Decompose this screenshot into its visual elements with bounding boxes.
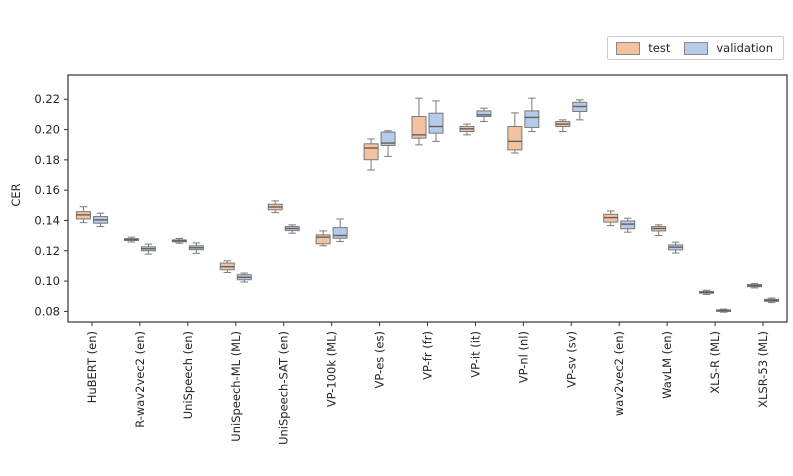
legend-entry-validation: validation [684, 41, 773, 55]
y-axis-label: CER [9, 183, 23, 207]
legend-entry-test: test [616, 41, 670, 55]
x-tick-label: XLS-R (ML) [708, 331, 722, 394]
box-test [315, 234, 331, 245]
legend-label-test: test [648, 41, 671, 55]
box-validation [332, 227, 348, 239]
x-tick-label: VP-100k (ML) [325, 331, 339, 407]
box-test [363, 143, 379, 161]
plot-border [67, 74, 788, 323]
x-tick-label: VP-it (it) [468, 331, 482, 378]
x-tick-label: VP-nl (nl) [516, 331, 530, 383]
box-validation [428, 112, 444, 134]
y-tick-label: 0.18 [34, 153, 60, 167]
x-tick-label: VP-fr (fr) [421, 331, 435, 380]
box-test [411, 116, 427, 139]
x-tick-label: UniSpeech (en) [181, 331, 195, 419]
x-tick-label: R-wav2vec2 (en) [133, 331, 147, 428]
y-tick-label: 0.10 [34, 274, 60, 288]
y-tick-label: 0.14 [34, 213, 60, 227]
y-tick-label: 0.22 [34, 92, 60, 106]
x-tick-label: VP-sv (sv) [564, 331, 578, 388]
x-tick-label: VP-es (es) [373, 331, 387, 388]
box-validation [524, 110, 540, 128]
box-validation [380, 131, 396, 146]
x-tick-label: UniSpeech-SAT (en) [277, 331, 291, 445]
legend-label-validation: validation [716, 41, 773, 55]
y-tick-label: 0.12 [34, 244, 60, 258]
box-test [507, 126, 523, 151]
y-tick-label: 0.20 [34, 123, 60, 137]
box-validation [476, 110, 492, 118]
y-tick-label: 0.08 [34, 304, 60, 318]
x-tick-label: UniSpeech-ML (ML) [229, 331, 243, 442]
x-tick-label: wav2vec2 (en) [612, 331, 626, 416]
y-tick-label: 0.16 [34, 183, 60, 197]
x-tick-label: WavLM (en) [660, 331, 674, 399]
test-color-swatch [616, 41, 641, 55]
legend: test validation [607, 36, 784, 60]
box-validation [620, 220, 636, 230]
x-tick-label: XLSR-53 (ML) [756, 331, 770, 408]
x-tick-label: HuBERT (en) [85, 331, 99, 403]
validation-color-swatch [684, 41, 709, 55]
